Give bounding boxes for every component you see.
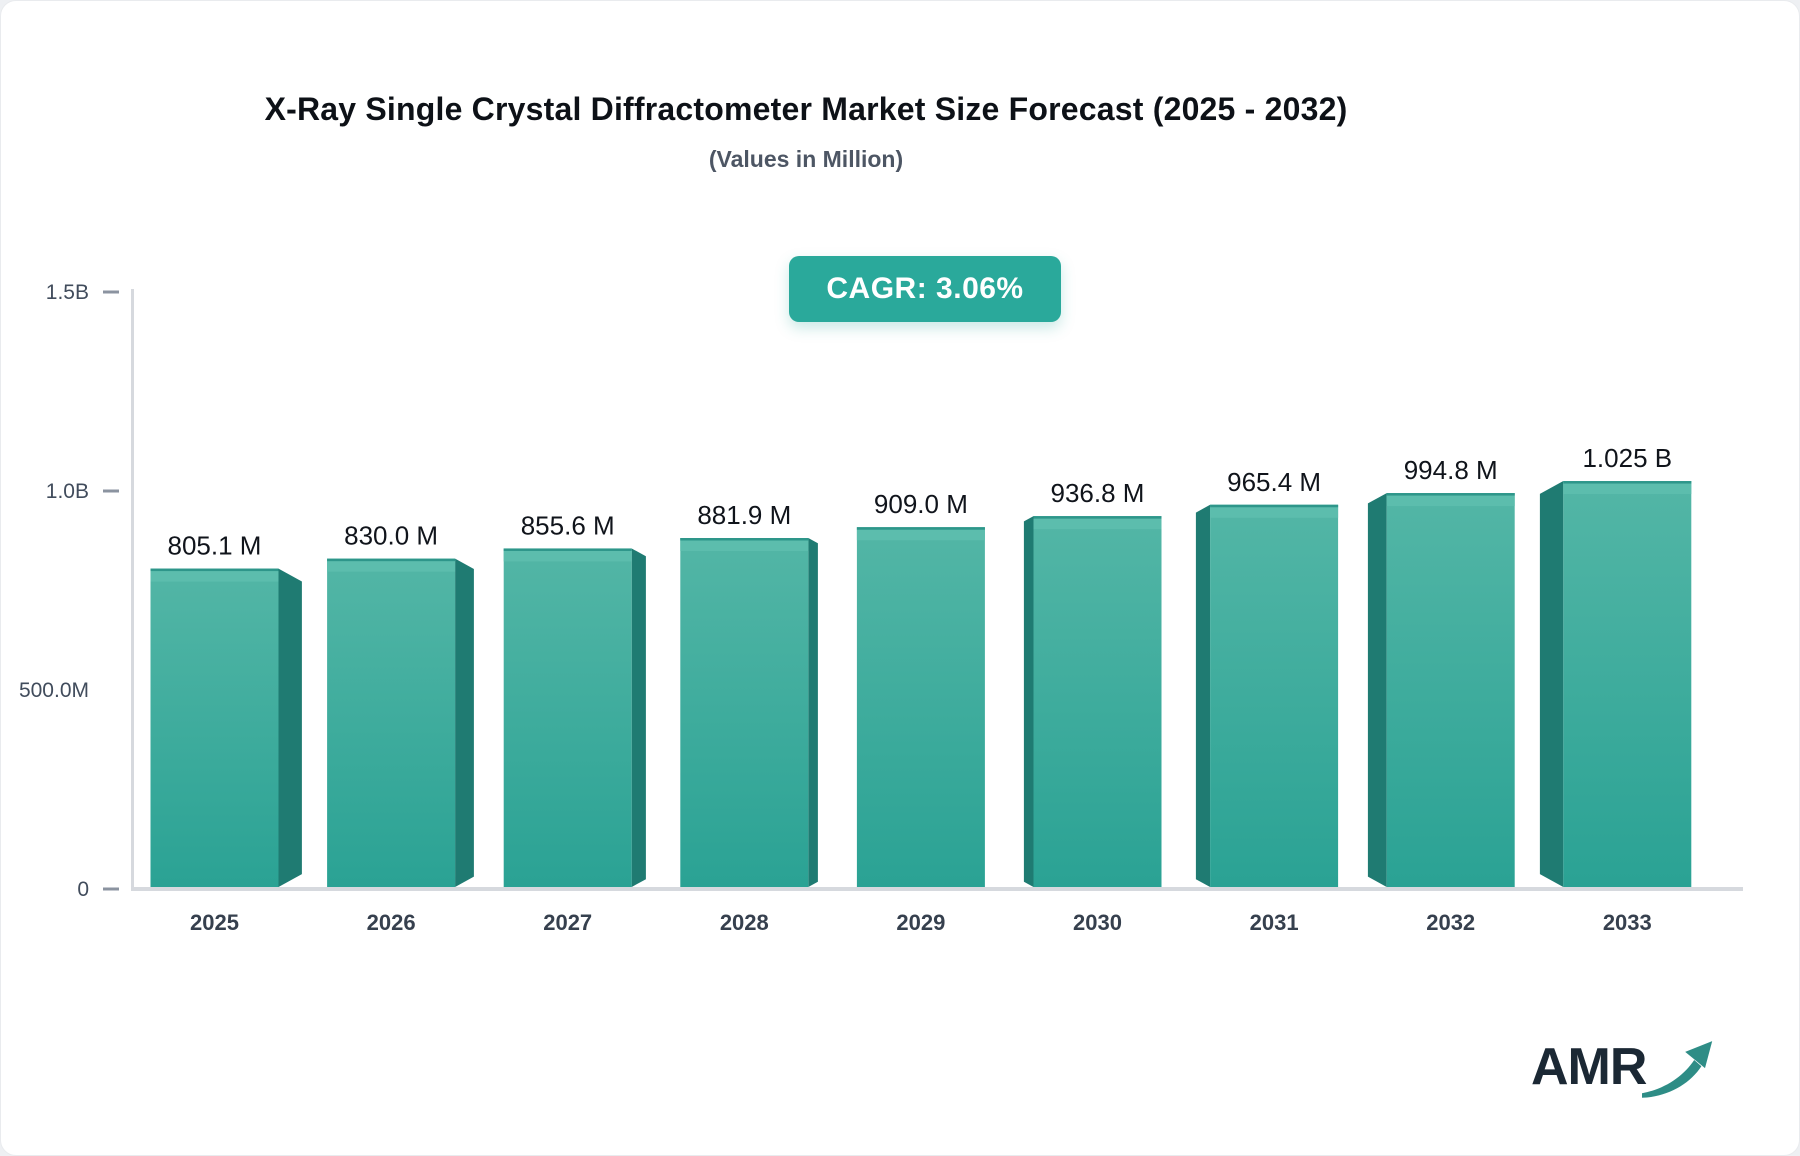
bar-top-edge bbox=[1386, 493, 1515, 496]
bar-value-label: 1.025 B bbox=[1582, 443, 1672, 473]
bar-value-label: 909.0 M bbox=[874, 489, 968, 519]
bar-group-2026: 830.0 M 2026 bbox=[327, 521, 474, 935]
y-axis-tick-dash bbox=[103, 290, 119, 294]
bar-2028[interactable] bbox=[680, 538, 809, 889]
x-axis-label-2028: 2028 bbox=[720, 910, 769, 935]
bar-top-face bbox=[856, 527, 985, 541]
bar-value-label: 855.6 M bbox=[521, 510, 615, 540]
bar-top-face bbox=[680, 538, 809, 552]
x-axis-label-2029: 2029 bbox=[896, 910, 945, 935]
y-axis-tick-label: 500.0M bbox=[19, 679, 89, 702]
x-axis-label-2031: 2031 bbox=[1250, 910, 1299, 935]
bar-top-face bbox=[503, 548, 632, 562]
bar-group-2032: 994.8 M 2032 bbox=[1367, 455, 1515, 935]
bar-top-edge bbox=[856, 527, 985, 530]
bar-2033[interactable] bbox=[1563, 481, 1692, 889]
bar-value-label: 965.4 M bbox=[1227, 467, 1321, 497]
bar-side-face bbox=[455, 558, 474, 887]
bar-2027[interactable] bbox=[503, 548, 632, 889]
bar-2031[interactable] bbox=[1210, 504, 1339, 889]
bar-top-edge bbox=[1033, 516, 1162, 519]
bar-value-label: 936.8 M bbox=[1051, 478, 1145, 508]
x-axis-label-2032: 2032 bbox=[1426, 910, 1475, 935]
chart-title: X-Ray Single Crystal Diffractometer Mark… bbox=[264, 91, 1348, 127]
bar-2026[interactable] bbox=[327, 558, 456, 889]
bar-group-2029: 909.0 M 2029 bbox=[856, 489, 985, 935]
y-axis-tick-dash bbox=[103, 887, 119, 891]
x-axis-label-2030: 2030 bbox=[1073, 910, 1122, 935]
y-axis-tick-label: 1.0B bbox=[46, 480, 89, 503]
bar-value-label: 830.0 M bbox=[344, 521, 438, 551]
bar-top-edge bbox=[680, 538, 809, 541]
bar-top-face bbox=[1386, 493, 1515, 507]
bar-group-2027: 855.6 M 2027 bbox=[503, 510, 646, 935]
bar-2032[interactable] bbox=[1386, 493, 1515, 889]
bar-group-2033: 1.025 B 2033 bbox=[1539, 443, 1692, 935]
bar-top-face bbox=[327, 558, 456, 572]
bar-side-face bbox=[1195, 504, 1211, 887]
bar-value-label: 994.8 M bbox=[1404, 455, 1498, 485]
bar-side-face bbox=[1367, 493, 1387, 887]
cagr-badge-label: CAGR: 3.06% bbox=[826, 272, 1024, 305]
bar-top-edge bbox=[150, 568, 279, 572]
bar-value-label: 881.9 M bbox=[697, 500, 791, 530]
bar-top-face bbox=[150, 568, 279, 582]
bar-top-edge bbox=[1210, 504, 1339, 508]
y-axis-tick-dash bbox=[103, 489, 119, 493]
bar-2030[interactable] bbox=[1033, 516, 1162, 889]
bar-side-face bbox=[278, 568, 302, 887]
growth-arrow-icon bbox=[1642, 1041, 1713, 1098]
bar-group-2025: 805.1 M 2025 bbox=[150, 531, 302, 935]
bar-top-edge bbox=[327, 558, 456, 562]
bar-side-face bbox=[1023, 516, 1034, 887]
bar-value-label: 805.1 M bbox=[168, 531, 262, 561]
bar-group-2028: 881.9 M 2028 bbox=[680, 500, 818, 935]
x-axis-label-2025: 2025 bbox=[190, 910, 239, 935]
bar-top-face bbox=[1563, 481, 1692, 495]
bar-2029[interactable] bbox=[856, 527, 985, 889]
bar-top-face bbox=[1033, 516, 1162, 530]
x-axis-label-2027: 2027 bbox=[543, 910, 592, 935]
bar-group-2030: 936.8 M 2030 bbox=[1023, 478, 1162, 935]
chart-header: X-Ray Single Crystal Diffractometer Mark… bbox=[1, 91, 1611, 173]
x-axis-label-2026: 2026 bbox=[367, 910, 416, 935]
bar-top-edge bbox=[1563, 481, 1692, 484]
bar-top-edge bbox=[503, 548, 632, 551]
bar-side-face bbox=[631, 548, 646, 887]
bar-top-face bbox=[1210, 504, 1339, 518]
x-axis-label-2033: 2033 bbox=[1603, 910, 1652, 935]
y-axis-tick-label: 0 bbox=[77, 878, 89, 901]
bar-2025[interactable] bbox=[150, 568, 279, 889]
x-axis-line bbox=[131, 887, 1743, 891]
y-axis-line bbox=[131, 289, 134, 890]
cagr-badge: CAGR: 3.06% bbox=[789, 256, 1061, 322]
y-axis-tick-label: 1.5B bbox=[46, 281, 89, 304]
amr-logo: AMR bbox=[1531, 1037, 1791, 1117]
amr-logo-text: AMR bbox=[1531, 1038, 1647, 1096]
bar-side-face bbox=[1539, 481, 1564, 887]
bar-group-2031: 965.4 M 2031 bbox=[1195, 467, 1339, 935]
chart-subtitle: (Values in Million) bbox=[708, 146, 904, 172]
bar-side-face bbox=[808, 538, 818, 887]
